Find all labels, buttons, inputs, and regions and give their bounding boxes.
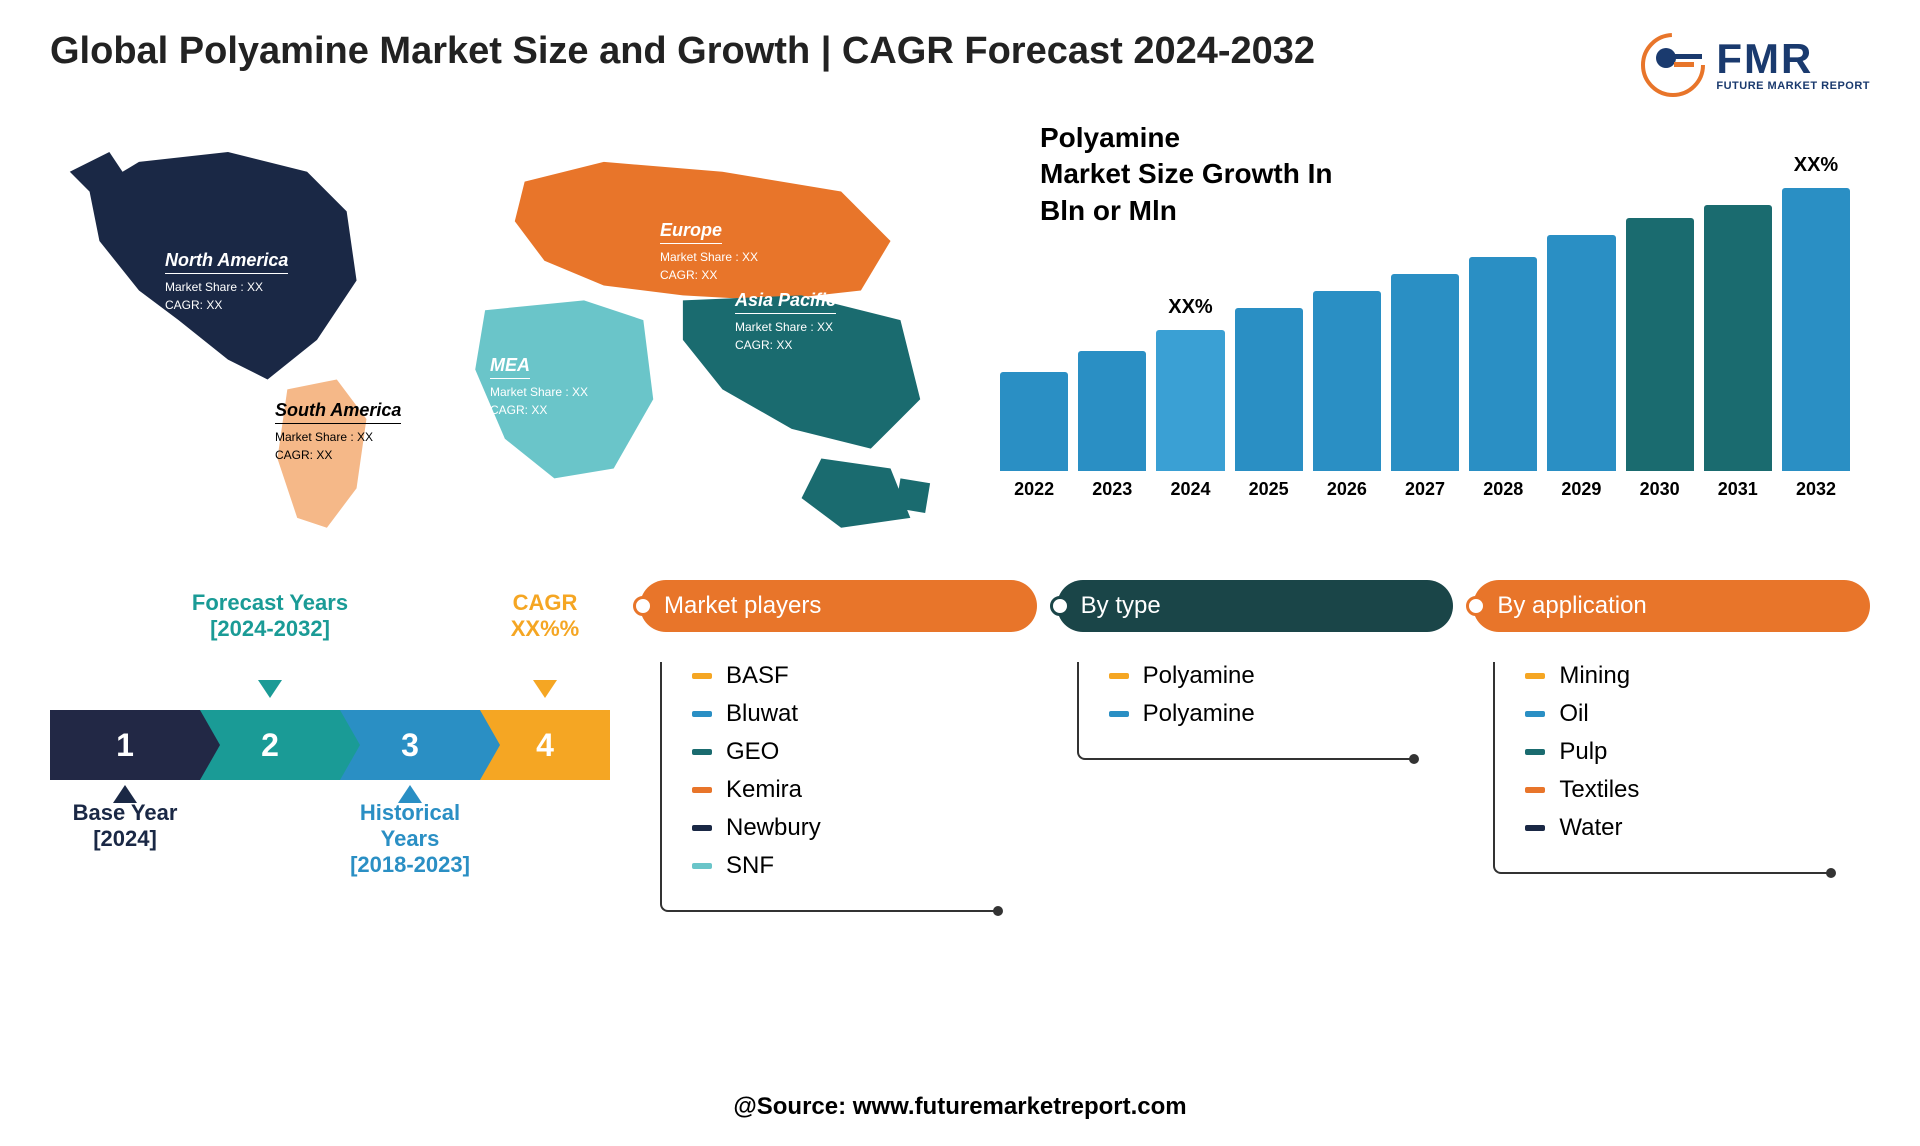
- bar-2025: 2025: [1235, 308, 1303, 500]
- cat-header-players: Market players: [640, 580, 1037, 632]
- category-players: Market players BASF Bluwat GEO Kemira Newbury…: [640, 580, 1037, 912]
- bar-2023: 2023: [1078, 351, 1146, 500]
- cat-item: GEO: [692, 738, 977, 766]
- cat-item: Kemira: [692, 776, 977, 804]
- timeline-label-forecast: Forecast Years[2024-2032]: [190, 590, 350, 642]
- bar-2030: 2030: [1626, 218, 1694, 500]
- category-type: By type Polyamine Polyamine: [1057, 580, 1454, 912]
- source-text: @Source: www.futuremarketreport.com: [733, 1093, 1186, 1121]
- bar-2032: XX%2032: [1782, 188, 1850, 500]
- timeline: Base Year[2024]Forecast Years[2024-2032]…: [50, 580, 610, 860]
- cat-item: Pulp: [1525, 738, 1810, 766]
- bar-2027: 2027: [1391, 274, 1459, 500]
- triangle-icon: [258, 680, 282, 698]
- region-label-mea: MEAMarket Share : XXCAGR: XX: [490, 355, 588, 419]
- logo: FMR FUTURE MARKET REPORT: [1638, 30, 1870, 100]
- bar-2029: 2029: [1547, 235, 1615, 500]
- timeline-label-cagr: CAGRXX%%: [465, 590, 625, 642]
- bar-2028: 2028: [1469, 257, 1537, 500]
- cat-item: Water: [1525, 814, 1810, 842]
- triangle-icon: [113, 785, 137, 803]
- cat-item: Mining: [1525, 662, 1810, 690]
- timeline-seg-3: 3: [340, 710, 480, 780]
- triangle-icon: [398, 785, 422, 803]
- timeline-label-hist: Historical Years[2018-2023]: [330, 800, 490, 878]
- bar-2031: 2031: [1704, 205, 1772, 500]
- bar-2024: XX%2024: [1156, 330, 1224, 500]
- cat-item: BASF: [692, 662, 977, 690]
- cat-item: SNF: [692, 852, 977, 880]
- fmr-logo-icon: [1638, 30, 1708, 100]
- region-label-ap: Asia PacificMarket Share : XXCAGR: XX: [735, 290, 836, 354]
- header: Global Polyamine Market Size and Growth …: [50, 30, 1870, 100]
- category-application: By application Mining Oil Pulp Textiles Water: [1473, 580, 1870, 912]
- bar-chart: PolyamineMarket Size Growth InBln or Mln…: [980, 120, 1870, 540]
- logo-subtext: FUTURE MARKET REPORT: [1716, 80, 1870, 92]
- cat-item: Textiles: [1525, 776, 1810, 804]
- logo-text: FMR: [1716, 38, 1870, 80]
- bar-2026: 2026: [1313, 291, 1381, 500]
- timeline-seg-1: 1: [50, 710, 200, 780]
- cat-item: Polyamine: [1109, 700, 1394, 728]
- region-label-sa: South AmericaMarket Share : XXCAGR: XX: [275, 400, 401, 464]
- page-title: Global Polyamine Market Size and Growth …: [50, 30, 1315, 73]
- cat-item: Newbury: [692, 814, 977, 842]
- cat-item: Oil: [1525, 700, 1810, 728]
- region-label-eu: EuropeMarket Share : XXCAGR: XX: [660, 220, 758, 284]
- timeline-seg-2: 2: [200, 710, 340, 780]
- cat-header-type: By type: [1057, 580, 1454, 632]
- triangle-icon: [533, 680, 557, 698]
- timeline-label-base: Base Year[2024]: [45, 800, 205, 852]
- cat-header-application: By application: [1473, 580, 1870, 632]
- world-map: North AmericaMarket Share : XXCAGR: XX So…: [50, 120, 940, 540]
- cat-item: Bluwat: [692, 700, 977, 728]
- region-label-na: North AmericaMarket Share : XXCAGR: XX: [165, 250, 288, 314]
- cat-item: Polyamine: [1109, 662, 1394, 690]
- bar-2022: 2022: [1000, 372, 1068, 500]
